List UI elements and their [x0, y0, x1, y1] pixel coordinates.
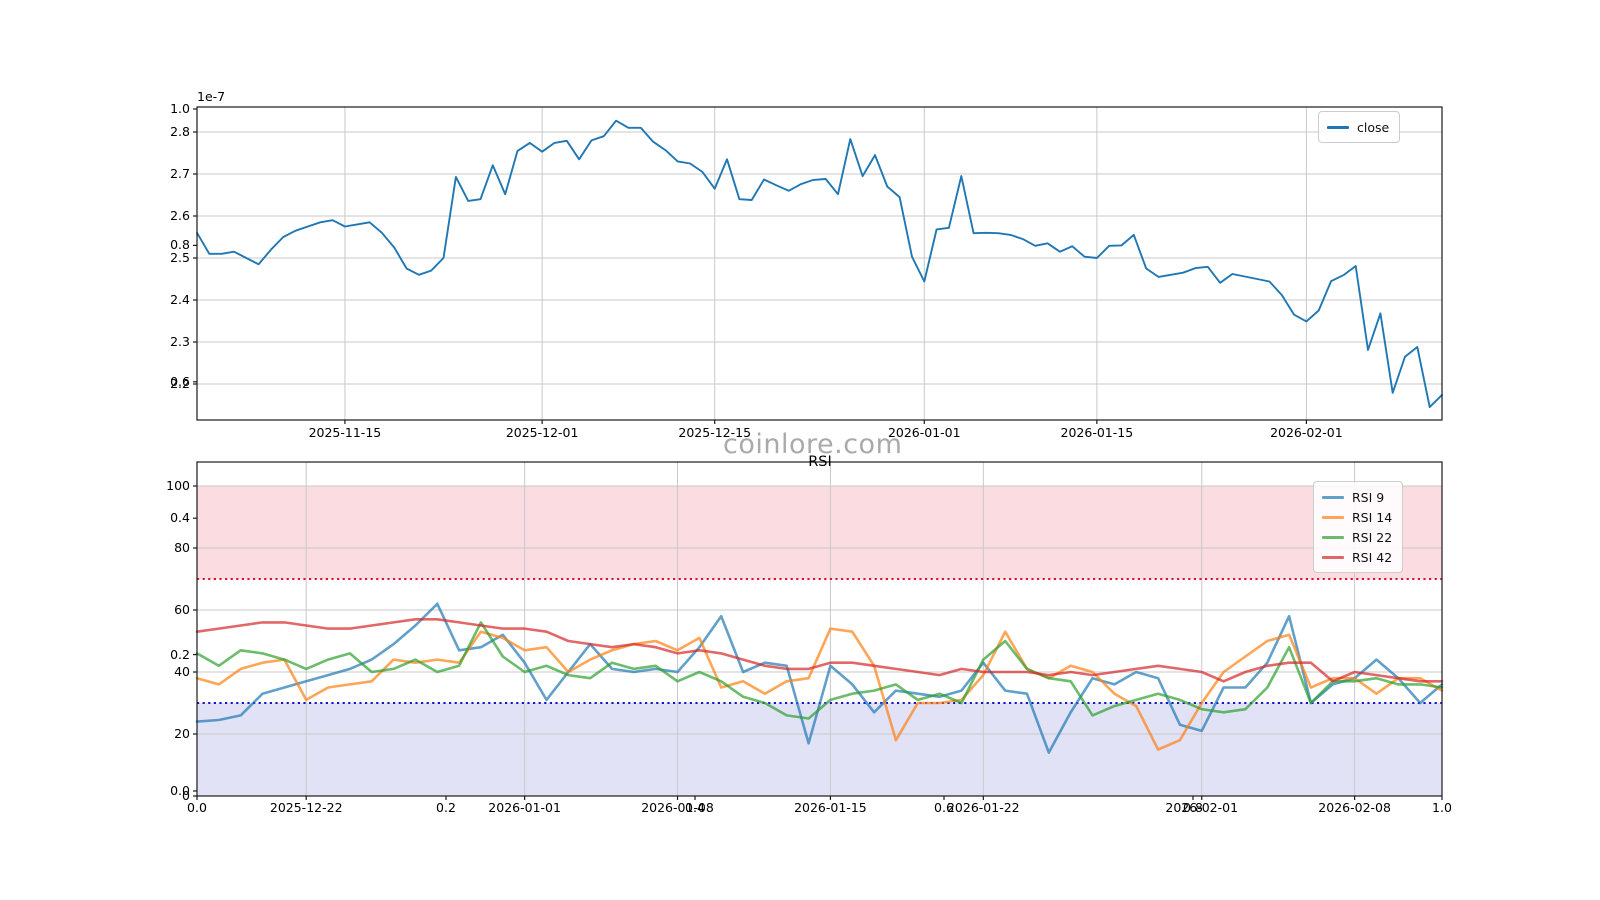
price-x-tick-label: 2026-02-01 [1270, 425, 1343, 440]
price-x-tick-label: 2026-01-01 [887, 425, 961, 440]
overlay-x-tick-label: 1.0 [1432, 800, 1452, 815]
legend-line-swatch [1322, 535, 1344, 539]
legend-label: RSI 42 [1352, 549, 1393, 565]
rsi-x-tick-label: 2026-01-15 [794, 800, 867, 815]
price-y-tick-label: 2.7 [170, 166, 190, 181]
legend-line-swatch [1322, 555, 1344, 559]
overlay-y-tick-label: 0.8 [170, 237, 190, 253]
rsi-x-tick-label: 2026-01-08 [641, 800, 714, 815]
rsi-y-tick-label: 60 [174, 602, 190, 617]
legend-label: close [1357, 119, 1390, 135]
price-legend[interactable]: close [1318, 111, 1401, 143]
legend-label: RSI 22 [1352, 529, 1393, 545]
legend-item[interactable]: close [1327, 117, 1389, 137]
rsi-x-tick-label: 2026-02-01 [1165, 800, 1239, 815]
price-y-tick-label: 2.4 [170, 292, 190, 307]
rsi-x-tick-label: 2025-12-22 [269, 800, 343, 815]
overlay-y-tick-label: 0.0 [170, 783, 190, 798]
price-chart-frame [196, 106, 1443, 421]
overlay-x-tick-label: 0.4 [685, 800, 705, 815]
rsi-x-tick-label: 2026-02-08 [1318, 800, 1391, 815]
rsi-y-tick-label: 100 [166, 478, 190, 493]
rsi-x-tick-label: 2026-01-22 [946, 800, 1020, 815]
rsi-9-line [195, 602, 1444, 754]
price-x-tick-label: 2025-12-15 [678, 425, 752, 440]
rsi-y-tick-label: 0 [182, 788, 190, 803]
legend-item[interactable]: RSI 14 [1322, 507, 1392, 527]
price-x-tick-label: 2025-12-01 [505, 425, 579, 440]
legend-line-swatch [1322, 515, 1344, 519]
y-axis-offset-label: 1e-7 [197, 89, 226, 104]
rsi-y-tick-label: 20 [174, 726, 190, 741]
rsi-22-line [195, 621, 1444, 720]
overlay-y-tick-label: 0.2 [170, 646, 190, 662]
overbought-band [197, 486, 1442, 579]
price-y-tick-label: 2.8 [170, 124, 190, 139]
price-x-tick-label: 2026-01-15 [1060, 425, 1134, 440]
legend-line-swatch [1327, 125, 1349, 129]
oversold-band [197, 703, 1442, 796]
rsi-legend[interactable]: RSI 9 RSI 14 RSI 22 RSI 42 [1313, 481, 1404, 573]
price-y-tick-label: 2.3 [170, 334, 190, 349]
overlay-x-tick-label: 0.0 [187, 800, 207, 815]
legend-item[interactable]: RSI 22 [1322, 527, 1392, 547]
price-x-tick-label: 2025-11-15 [308, 425, 382, 440]
close-line [196, 119, 1443, 409]
price-y-tick-label: 2.2 [170, 376, 190, 391]
legend-label: RSI 14 [1352, 509, 1393, 525]
rsi-title: RSI [808, 454, 832, 470]
rsi-x-tick-label: 2026-01-01 [488, 800, 561, 815]
legend-item[interactable]: RSI 9 [1322, 487, 1392, 507]
rsi-42-line [195, 617, 1444, 683]
overlay-x-tick-label: 0.6 [934, 800, 954, 815]
overlay-y-tick-label: 0.6 [170, 373, 190, 389]
rsi-14-line [195, 627, 1444, 751]
overlay-x-tick-label: 0.8 [1183, 800, 1203, 815]
overlay-x-tick-label: 0.2 [436, 800, 456, 815]
overlay-y-tick-label: 1.0 [170, 101, 190, 116]
price-y-tick-label: 2.5 [170, 250, 190, 265]
rsi-y-tick-label: 40 [174, 664, 190, 679]
legend-line-swatch [1322, 495, 1344, 499]
rsi-y-tick-label: 80 [174, 540, 190, 555]
rsi-chart-frame [196, 461, 1443, 797]
overlay-y-tick-label: 0.4 [170, 510, 190, 526]
price-y-tick-label: 2.6 [170, 208, 190, 223]
legend-label: RSI 9 [1352, 489, 1385, 505]
legend-item[interactable]: RSI 42 [1322, 547, 1392, 567]
watermark: coinlore.com [723, 429, 903, 460]
